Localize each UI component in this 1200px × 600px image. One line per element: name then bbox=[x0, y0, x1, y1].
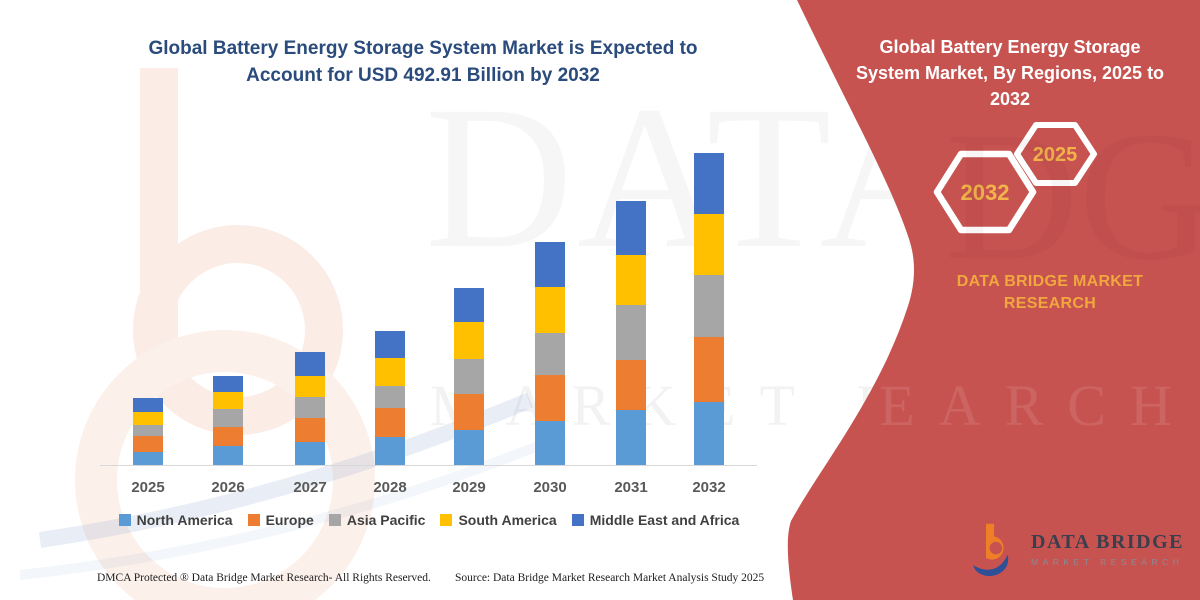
x-axis-label-2027: 2027 bbox=[293, 479, 327, 496]
legend-item-south-america: South America bbox=[440, 512, 557, 528]
bar-segment-europe bbox=[454, 393, 484, 431]
hexagon-2032-label: 2032 bbox=[961, 180, 1010, 205]
legend-item-north-america: North America bbox=[118, 512, 233, 528]
hexagon-2025-label: 2025 bbox=[1033, 144, 1078, 166]
bar-segment-asia-pacific bbox=[535, 332, 565, 375]
bar-segment-north-america bbox=[454, 430, 484, 465]
bar-segment-middle-east-and-africa bbox=[616, 201, 646, 255]
brand-text: DATA BRIDGE MARKET RESEARCH bbox=[956, 273, 1144, 312]
x-axis-label-2025: 2025 bbox=[131, 479, 165, 496]
side-panel-shape bbox=[787, 0, 1200, 600]
data-bridge-logo: DATA BRIDGE MARKET RESEARCH bbox=[968, 520, 1184, 578]
bar-segment-europe bbox=[133, 435, 163, 452]
x-axis-label-2030: 2030 bbox=[533, 479, 567, 496]
logo-tagline: MARKET RESEARCH bbox=[1031, 557, 1184, 567]
bar-segment-europe bbox=[694, 336, 724, 402]
x-axis-label-2028: 2028 bbox=[373, 479, 407, 496]
bar-2028 bbox=[375, 330, 405, 465]
bar-segment-north-america bbox=[133, 451, 163, 465]
logo-name: DATA BRIDGE bbox=[1031, 531, 1185, 553]
legend-label: Middle East and Africa bbox=[589, 512, 740, 528]
x-axis-label-2029: 2029 bbox=[452, 479, 486, 496]
bar-segment-north-america bbox=[616, 409, 646, 465]
legend-label: South America bbox=[458, 512, 557, 528]
bar-segment-europe bbox=[535, 374, 565, 421]
bar-segment-europe bbox=[375, 408, 405, 438]
bar-segment-middle-east-and-africa bbox=[535, 242, 565, 287]
legend: North America Europe Asia Pacific South Ame… bbox=[100, 512, 758, 528]
bar-2029 bbox=[454, 287, 484, 465]
bar-segment-asia-pacific bbox=[616, 304, 646, 360]
x-axis-label-2026: 2026 bbox=[211, 479, 245, 496]
bar-segment-asia-pacific bbox=[375, 385, 405, 409]
bar-segment-north-america bbox=[694, 401, 724, 465]
source-note: Source: Data Bridge Market Research Mark… bbox=[455, 572, 765, 584]
bar-segment-south-america bbox=[454, 322, 484, 359]
legend-swatch bbox=[247, 514, 260, 526]
legend-swatch bbox=[571, 514, 584, 526]
legend-label: Europe bbox=[265, 512, 314, 528]
bar-segment-middle-east-and-africa bbox=[375, 330, 405, 358]
legend-item-europe: Europe bbox=[247, 512, 314, 528]
x-axis-label-2031: 2031 bbox=[614, 479, 648, 496]
legend-label: North America bbox=[136, 512, 233, 528]
bar-segment-europe bbox=[616, 359, 646, 410]
bar-segment-asia-pacific bbox=[454, 358, 484, 394]
bar-2032 bbox=[694, 153, 724, 465]
x-axis-line bbox=[100, 465, 757, 466]
bar-segment-south-america bbox=[375, 357, 405, 386]
bar-segment-south-america bbox=[694, 214, 724, 276]
bar-segment-north-america bbox=[295, 442, 325, 465]
data-bridge-logo-icon bbox=[973, 523, 1009, 577]
bar-segment-north-america bbox=[213, 446, 243, 465]
side-panel-title: Global Battery Energy Storage System Mar… bbox=[855, 37, 1165, 110]
legend-item-middle-east-and-africa: Middle East and Africa bbox=[571, 512, 740, 528]
bar-2031 bbox=[616, 201, 646, 465]
bar-segment-middle-east-and-africa bbox=[454, 287, 484, 323]
hexagon-2032: 2032 bbox=[933, 150, 1037, 234]
bar-segment-south-america bbox=[616, 254, 646, 305]
chart-title: Global Battery Energy Storage System Mar… bbox=[148, 38, 698, 86]
legend-swatch bbox=[440, 514, 453, 526]
bar-segment-north-america bbox=[375, 437, 405, 465]
bar-segment-south-america bbox=[535, 286, 565, 333]
legend-swatch bbox=[118, 514, 131, 526]
hexagon-2025: 2025 bbox=[1014, 122, 1097, 186]
bar-segment-north-america bbox=[535, 420, 565, 465]
bar-segment-middle-east-and-africa bbox=[213, 376, 243, 393]
x-axis-label-2032: 2032 bbox=[692, 479, 726, 496]
bar-2030 bbox=[535, 242, 565, 465]
bar-segment-asia-pacific bbox=[694, 275, 724, 337]
bar-segment-middle-east-and-africa bbox=[694, 153, 724, 215]
